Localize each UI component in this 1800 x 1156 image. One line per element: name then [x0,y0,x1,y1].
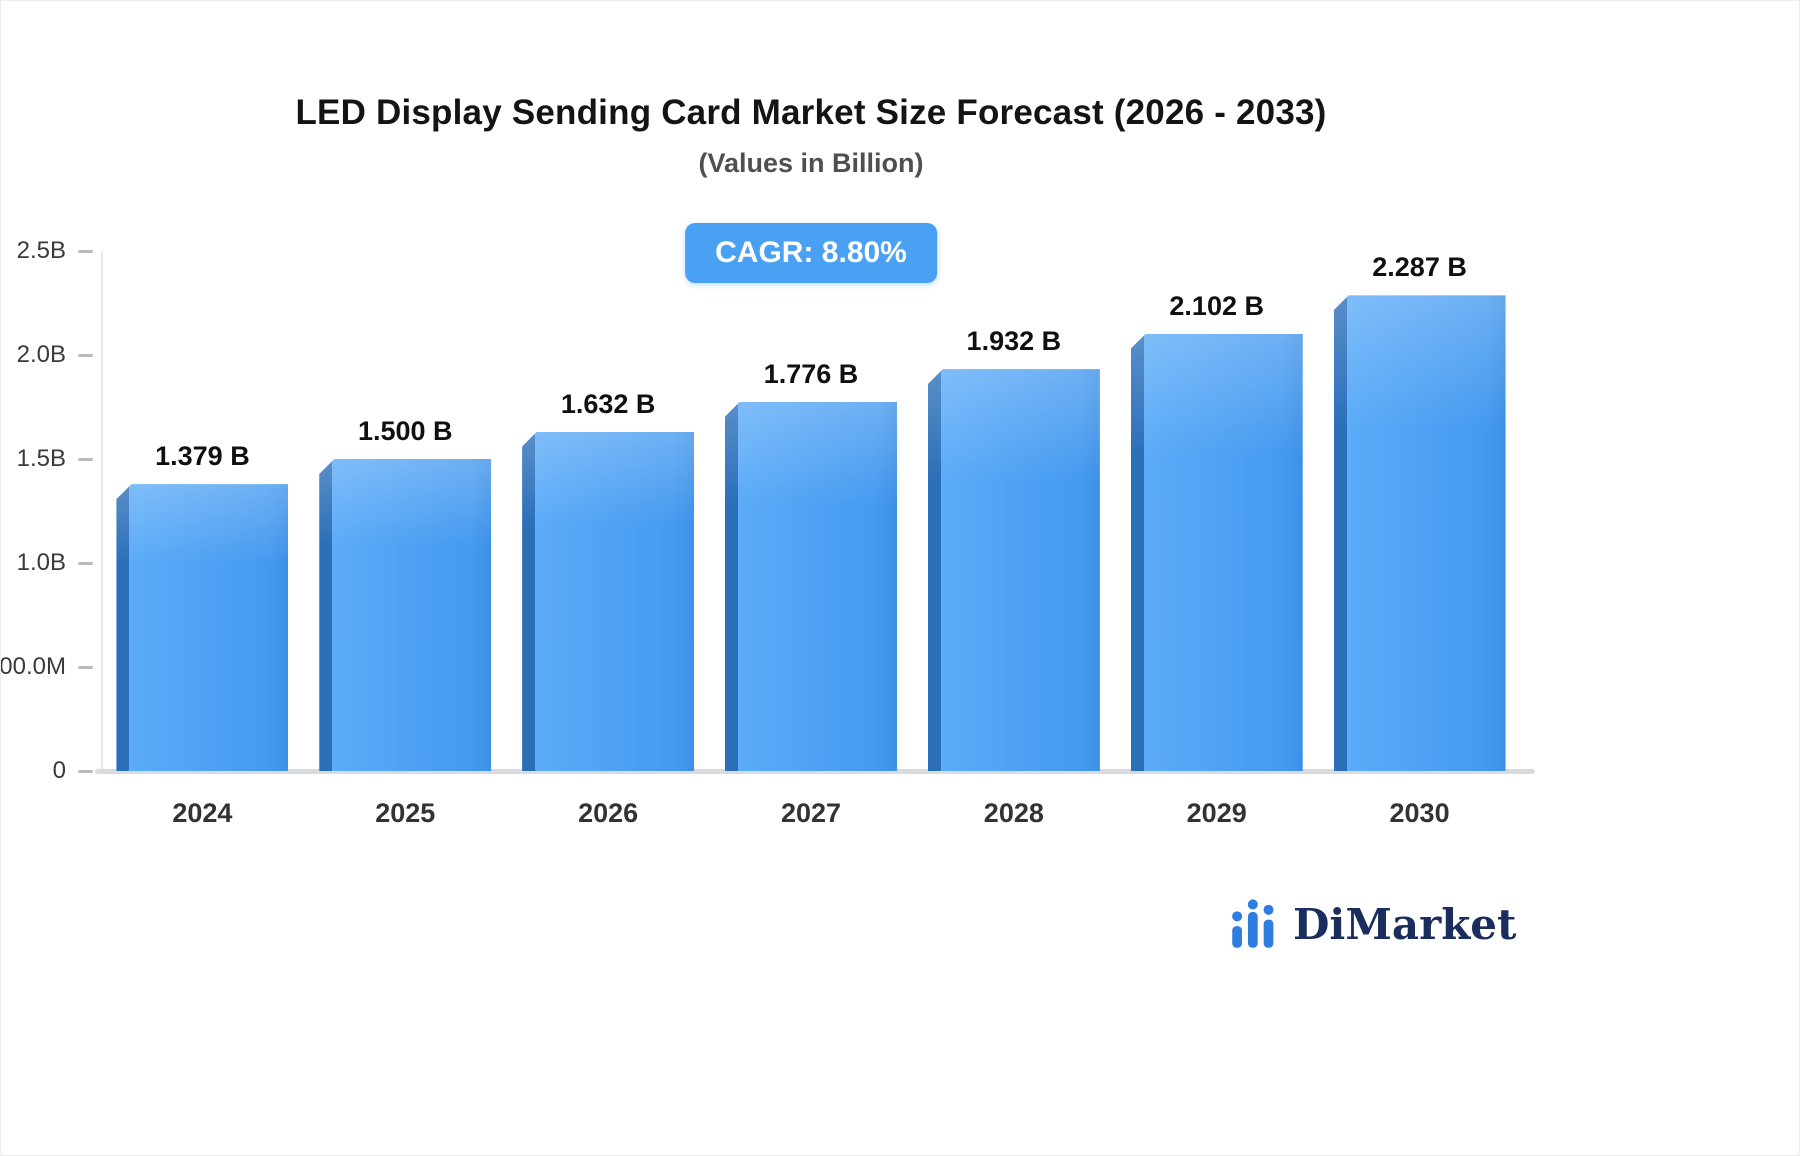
y-axis-tick-label: 1.5B [16,445,66,472]
y-axis-tick-mark [78,665,93,669]
y-axis-tick: 1.0B [1,549,93,577]
y-axis: 2.5B 2.0B 1.5B 1.0B 500.0M 0 [1,237,1521,784]
bar [522,431,695,771]
bar-slot: 1.932 B 2028 [912,251,1115,828]
bar-chart-logo-icon [1229,899,1281,951]
bar [724,401,897,771]
x-axis-label: 2024 [172,798,233,828]
plot-area: 2.5B 2.0B 1.5B 1.0B 500.0M 0 1.379 B 2024 1.500… [1,237,1535,828]
y-axis-tick-label: 2.0B [16,341,66,368]
x-axis-label: 2028 [983,798,1044,828]
bar-slot: 2.287 B 2030 [1318,251,1521,828]
y-axis-tick: 500.0M [0,653,93,681]
bar-value-label: 1.632 B [560,388,656,419]
bar-slot: 2.102 B 2029 [1115,251,1318,828]
y-axis-line [101,251,103,771]
y-axis-tick-mark [78,249,93,253]
bar [1333,295,1506,771]
brand-name: DiMarket [1293,900,1517,949]
y-axis-tick-label: 500.0M [0,653,66,680]
chart-title: LED Display Sending Card Market Size For… [295,93,1327,132]
y-axis-tick: 2.5B [1,237,93,265]
bar-value-label: 1.776 B [763,358,859,389]
bar [116,484,289,771]
bar [319,459,492,771]
y-axis-tick: 2.0B [1,341,93,369]
cagr-badge: CAGR: 8.80% [685,223,937,283]
bar-slot: 1.500 B 2025 [304,251,507,828]
brand-logo: DiMarket [1229,899,1516,951]
x-axis-label: 2025 [375,798,436,828]
bar [927,369,1100,771]
bar-slot: 1.776 B 2027 [710,251,913,828]
y-axis-tick-label: 2.5B [16,237,66,264]
y-axis-tick-mark [78,353,93,357]
x-axis-label: 2030 [1389,798,1450,828]
chart-subtitle: (Values in Billion) [698,148,924,178]
bar-value-label: 2.102 B [1169,290,1264,321]
bar-slot: 1.632 B 2026 [507,251,710,828]
x-axis-label: 2029 [1186,798,1247,828]
y-axis-tick: 0 [1,757,93,785]
bar-value-label: 1.379 B [155,441,250,472]
x-axis-label: 2026 [578,798,639,828]
bar [1130,333,1303,771]
y-axis-tick-label: 0 [52,757,66,784]
y-axis-tick-mark [78,457,93,461]
bar-value-label: 2.287 B [1372,252,1467,283]
y-axis-tick-label: 1.0B [16,549,66,576]
bar-slot: 1.379 B 2024 [101,251,304,828]
y-axis-tick: 1.5B [1,445,93,473]
y-axis-tick-mark [78,769,93,773]
bar-value-label: 1.932 B [966,326,1062,357]
x-axis-line [95,769,1535,774]
x-axis-label: 2027 [780,798,842,828]
bar-value-label: 1.500 B [357,416,453,446]
y-axis-tick-mark [78,561,93,565]
bars-layer: 1.379 B 2024 1.500 B 2025 1.632 B 2026 1.776 B… [101,251,1521,828]
